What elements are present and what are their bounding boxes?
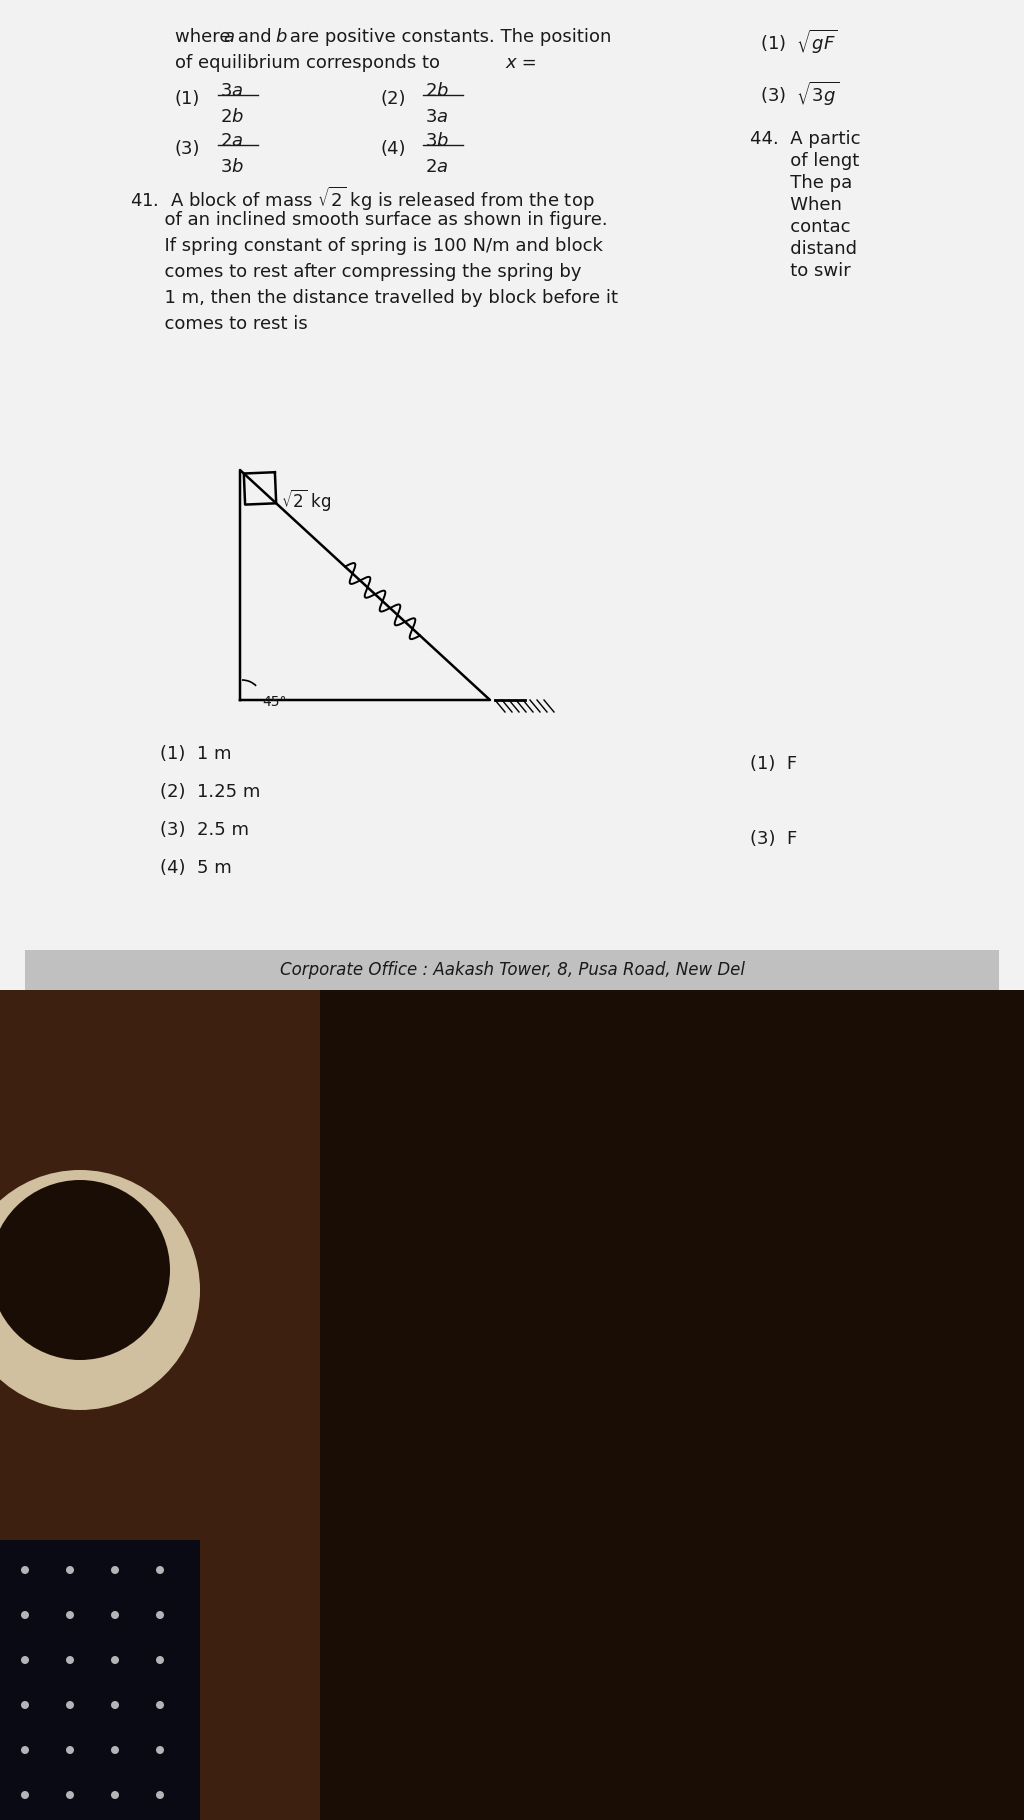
Circle shape xyxy=(66,1791,74,1798)
Text: $2b$: $2b$ xyxy=(220,107,244,126)
Text: a: a xyxy=(223,27,234,46)
Text: contac: contac xyxy=(750,218,851,237)
Text: (3)  $\sqrt{3g}$: (3) $\sqrt{3g}$ xyxy=(760,80,839,107)
Text: and: and xyxy=(232,27,278,46)
Text: of lengt: of lengt xyxy=(750,153,859,169)
Circle shape xyxy=(22,1611,29,1620)
Circle shape xyxy=(156,1611,164,1620)
Circle shape xyxy=(66,1745,74,1754)
Text: (4): (4) xyxy=(380,140,406,158)
Text: (1)  $\sqrt{gF}$: (1) $\sqrt{gF}$ xyxy=(760,27,838,56)
Text: (2)  1.25 m: (2) 1.25 m xyxy=(160,783,260,801)
Text: When: When xyxy=(750,197,842,215)
Text: (1)  F: (1) F xyxy=(750,755,797,774)
Text: (1)  1 m: (1) 1 m xyxy=(160,744,231,763)
Text: 45°: 45° xyxy=(262,695,287,710)
Bar xyxy=(0,0,1024,990)
Text: (4)  5 m: (4) 5 m xyxy=(160,859,231,877)
Text: (1): (1) xyxy=(175,89,201,107)
Text: comes to rest after compressing the spring by: comes to rest after compressing the spri… xyxy=(130,264,582,280)
Text: $3b$: $3b$ xyxy=(220,158,244,177)
Circle shape xyxy=(111,1702,119,1709)
Text: 44.  A partic: 44. A partic xyxy=(750,129,860,147)
Text: (3)  F: (3) F xyxy=(750,830,798,848)
Circle shape xyxy=(156,1565,164,1574)
Circle shape xyxy=(66,1565,74,1574)
Circle shape xyxy=(66,1611,74,1620)
Text: 41.  A block of mass $\sqrt{2}$ kg is released from the top: 41. A block of mass $\sqrt{2}$ kg is rel… xyxy=(130,186,595,213)
Circle shape xyxy=(22,1565,29,1574)
Text: =: = xyxy=(516,55,537,73)
Text: (2): (2) xyxy=(380,89,406,107)
Text: $2a$: $2a$ xyxy=(220,133,244,149)
Text: of equilibrium corresponds to: of equilibrium corresponds to xyxy=(175,55,445,73)
Bar xyxy=(0,1540,200,1820)
Circle shape xyxy=(111,1565,119,1574)
Text: $3a$: $3a$ xyxy=(220,82,244,100)
Circle shape xyxy=(111,1791,119,1798)
Circle shape xyxy=(156,1791,164,1798)
Circle shape xyxy=(0,1170,200,1410)
Text: distand: distand xyxy=(750,240,857,258)
Bar xyxy=(0,990,1024,1820)
Circle shape xyxy=(111,1611,119,1620)
Circle shape xyxy=(22,1791,29,1798)
Circle shape xyxy=(156,1745,164,1754)
Text: (3): (3) xyxy=(175,140,201,158)
Circle shape xyxy=(111,1656,119,1663)
Text: to swir: to swir xyxy=(750,262,851,280)
Text: $3b$: $3b$ xyxy=(425,133,449,149)
Text: of an inclined smooth surface as shown in figure.: of an inclined smooth surface as shown i… xyxy=(130,211,607,229)
Text: x: x xyxy=(505,55,516,73)
Text: b: b xyxy=(275,27,287,46)
Text: The pa: The pa xyxy=(750,175,852,191)
Circle shape xyxy=(156,1656,164,1663)
Bar xyxy=(25,950,999,990)
Text: $\sqrt{2}$ kg: $\sqrt{2}$ kg xyxy=(282,488,332,513)
Text: comes to rest is: comes to rest is xyxy=(130,315,308,333)
Text: Corporate Office : Aakash Tower, 8, Pusa Road, New Del: Corporate Office : Aakash Tower, 8, Pusa… xyxy=(280,961,744,979)
Circle shape xyxy=(0,1179,170,1360)
Text: where: where xyxy=(175,27,237,46)
Text: are positive constants. The position: are positive constants. The position xyxy=(284,27,611,46)
Circle shape xyxy=(156,1702,164,1709)
Circle shape xyxy=(22,1656,29,1663)
Circle shape xyxy=(111,1745,119,1754)
Text: (3)  2.5 m: (3) 2.5 m xyxy=(160,821,249,839)
Text: 1 m, then the distance travelled by block before it: 1 m, then the distance travelled by bloc… xyxy=(130,289,618,308)
Text: $2b$: $2b$ xyxy=(425,82,449,100)
Text: $3a$: $3a$ xyxy=(425,107,449,126)
Bar xyxy=(0,990,319,1820)
Circle shape xyxy=(66,1702,74,1709)
Circle shape xyxy=(22,1702,29,1709)
Circle shape xyxy=(66,1656,74,1663)
Text: If spring constant of spring is 100 N/m and block: If spring constant of spring is 100 N/m … xyxy=(130,237,603,255)
Circle shape xyxy=(22,1745,29,1754)
Text: $2a$: $2a$ xyxy=(425,158,449,177)
